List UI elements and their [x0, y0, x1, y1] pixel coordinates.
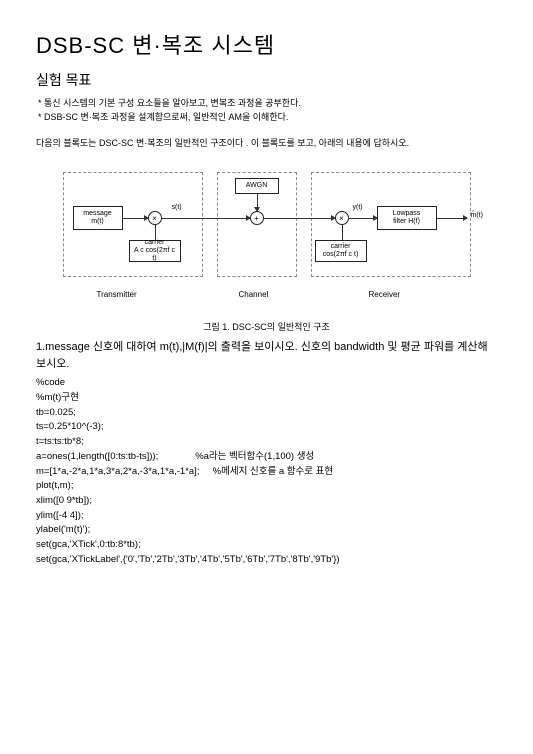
code-block: %code %m(t)구현 tb=0.025; ts=0.25*10^(-3);…	[36, 376, 497, 567]
channel-label: Channel	[239, 290, 269, 299]
block-label: filter H(f)	[380, 218, 434, 226]
arrowhead-icon	[246, 215, 251, 221]
block-diagram: message m(t) carrier A c cos(2πf c t) × …	[57, 162, 477, 312]
code-line: plot(t,m);	[36, 479, 497, 494]
arrowhead-icon	[373, 215, 378, 221]
line-v	[342, 225, 343, 240]
block-label: carrier	[132, 239, 178, 247]
figure-caption: 그림 1. DSC-SC의 일반적인 구조	[36, 320, 497, 333]
signal-label-yt: y(t)	[353, 204, 363, 211]
multiplier-rx: ×	[335, 211, 349, 225]
line	[162, 218, 250, 219]
code-line: set(gca,'XTickLabel',{'0','Tb','2Tb','3T…	[36, 553, 497, 568]
carrier2-block: carrier cos(2πf c t)	[315, 240, 367, 262]
page-title: DSB-SC 변·복조 시스템	[36, 28, 497, 60]
block-label: message	[76, 210, 120, 218]
arrowhead-icon	[144, 215, 149, 221]
arrowhead-icon	[331, 215, 336, 221]
carrier1-block: carrier A c cos(2πf c t)	[129, 240, 181, 262]
intro-text: 다음의 블록도는 DSC-SC 변·복조의 일반적인 구조이다 . 이 블록도를…	[36, 137, 497, 151]
code-line: a=ones(1,length([0:ts:tb-ts])); %a라는 벡터함…	[36, 450, 497, 465]
block-label: cos(2πf c t)	[318, 251, 364, 259]
receiver-label: Receiver	[369, 290, 401, 299]
block-label: AWGN	[238, 182, 276, 190]
adder-channel: +	[250, 211, 264, 225]
lpf-block: Lowpass filter H(f)	[377, 206, 437, 230]
signal-label-st: s(t)	[172, 204, 182, 211]
code-line: m=[1*a,-2*a,1*a,3*a,2*a,-3*a,1*a,-1*a]; …	[36, 465, 497, 480]
code-line: t=ts:ts:tb*8;	[36, 435, 497, 450]
question-text: 1.message 신호에 대하여 m(t),|M(f)|의 출력을 보이시오.…	[36, 339, 497, 372]
code-line: ylabel('m(t)');	[36, 523, 497, 538]
signal-label-mhat: m̂(t)	[471, 212, 483, 219]
objective-item: * 통신 시스템의 기본 구성 요소들을 알아보고, 변복조 과정을 공부한다.	[36, 96, 497, 110]
transmitter-label: Transmitter	[97, 290, 137, 299]
block-label: m(t)	[76, 218, 120, 226]
line	[264, 218, 335, 219]
objective-item: * DSB-SC 변·복조 과정을 설계함으로써, 일반적인 AM을 이해한다.	[36, 110, 497, 124]
code-line: ylim([-4 4]);	[36, 509, 497, 524]
multiplier-tx: ×	[148, 211, 162, 225]
block-label: carrier	[318, 243, 364, 251]
code-line: set(gca,'XTick',0:tb:8*tb);	[36, 538, 497, 553]
code-line: xlim([0 9*tb]);	[36, 494, 497, 509]
message-block: message m(t)	[73, 206, 123, 230]
block-label: A c cos(2πf c t)	[132, 247, 178, 263]
code-line: %code	[36, 376, 497, 391]
awgn-block: AWGN	[235, 178, 279, 194]
arrowhead-icon	[463, 215, 468, 221]
code-line: tb=0.025;	[36, 406, 497, 421]
objective-list: * 통신 시스템의 기본 구성 요소들을 알아보고, 변복조 과정을 공부한다.…	[36, 96, 497, 125]
block-label: Lowpass	[380, 210, 434, 218]
line-v	[155, 225, 156, 240]
block-diagram-container: message m(t) carrier A c cos(2πf c t) × …	[36, 162, 497, 312]
code-line: %m(t)구현	[36, 391, 497, 406]
arrowhead-down-icon	[254, 207, 260, 212]
section-subtitle: 실험 목표	[36, 70, 497, 90]
code-line: ts=0.25*10^(-3);	[36, 420, 497, 435]
